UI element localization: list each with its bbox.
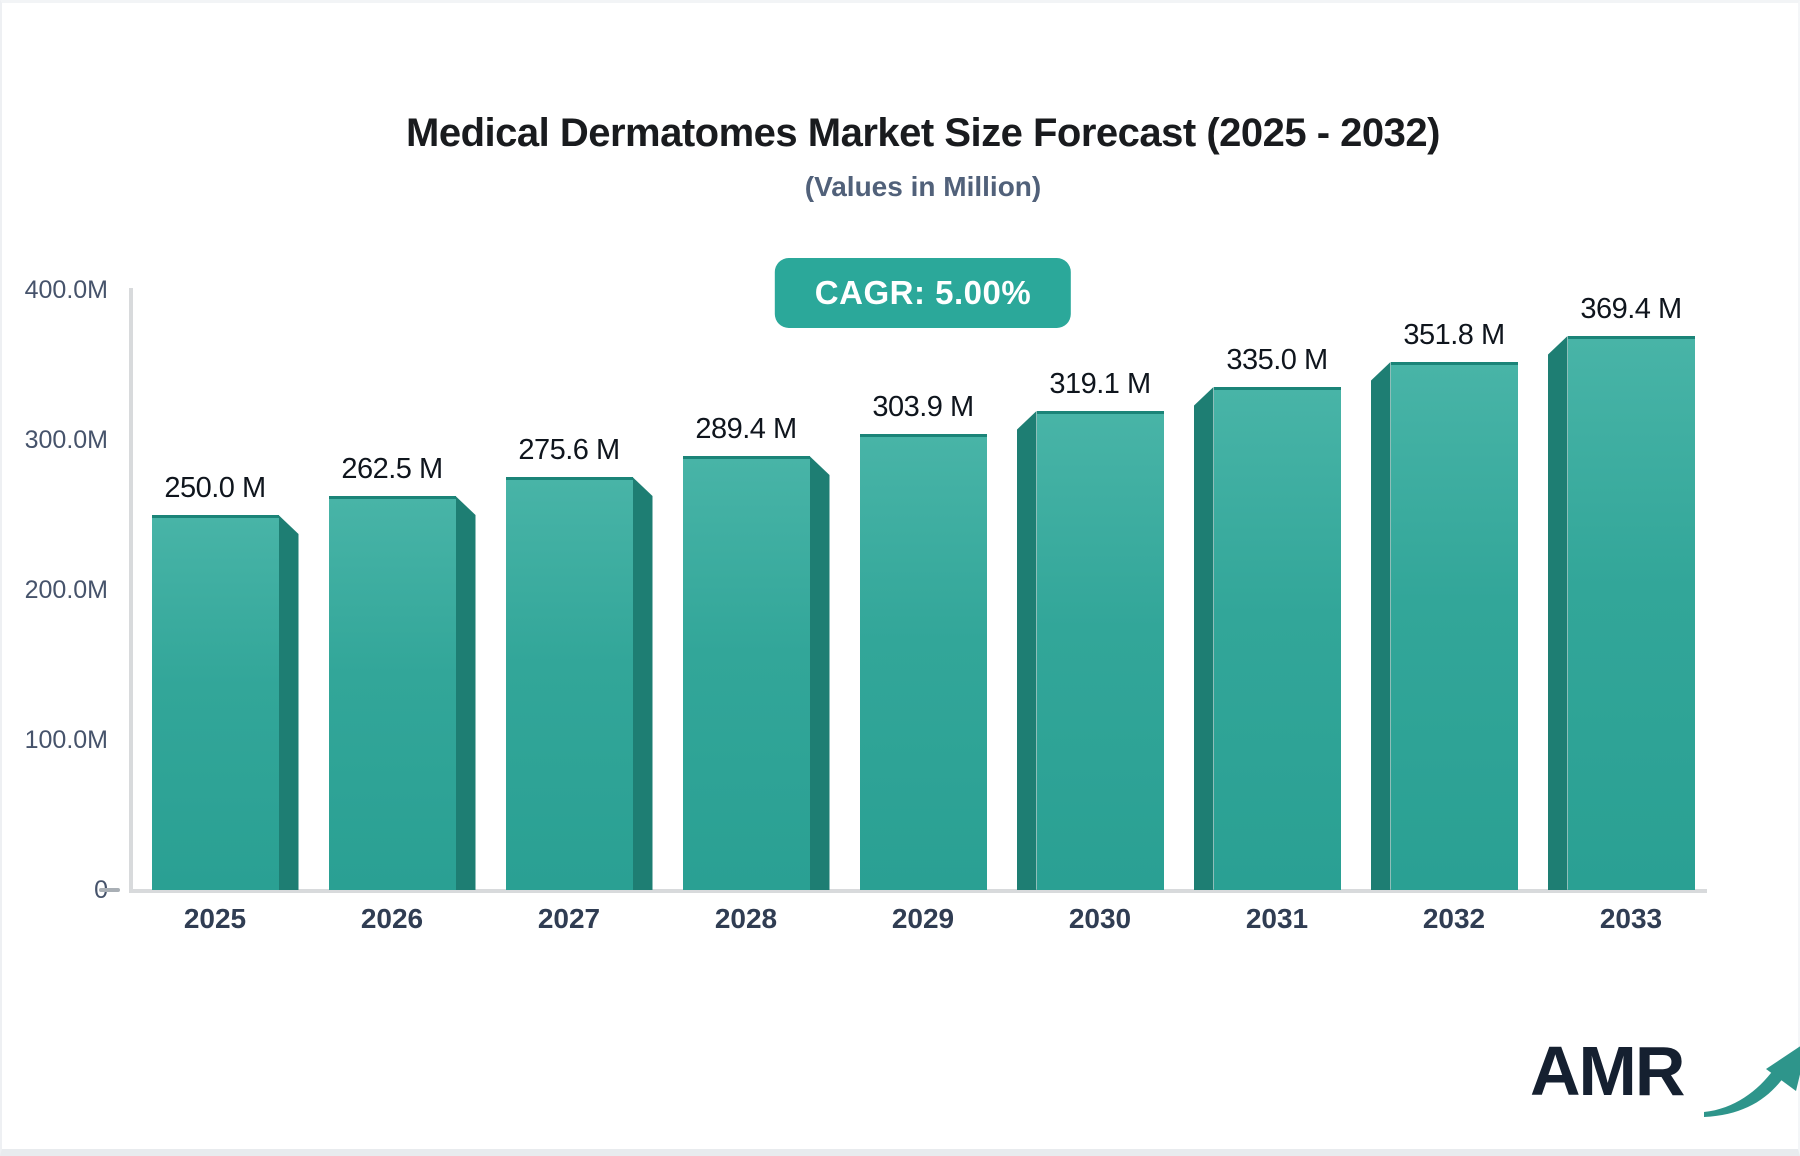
chart-title: Medical Dermatomes Market Size Forecast …: [406, 111, 1441, 155]
bar-body[interactable]: [682, 456, 810, 890]
bar-value-label: 275.6 M: [518, 434, 620, 466]
bar-body[interactable]: [1390, 362, 1518, 890]
bar-side-face: [809, 456, 830, 890]
bar-side-face: [1193, 387, 1214, 890]
chart-subtitle: (Values in Million): [804, 171, 1042, 202]
zero-tick-dash: [99, 888, 120, 892]
x-axis-line: [129, 889, 1707, 893]
bar-value-label: 262.5 M: [341, 453, 443, 485]
bar-2030[interactable]: [1016, 411, 1164, 890]
bar-2026[interactable]: [328, 496, 476, 890]
y-axis-tick-label: 100.0M: [24, 726, 108, 754]
bar-side-face: [278, 515, 299, 890]
bar-2033[interactable]: [1547, 336, 1695, 890]
x-axis-label-2025: 2025: [183, 903, 247, 934]
bar-value-label: 335.0 M: [1226, 344, 1328, 376]
bar-2031[interactable]: [1193, 387, 1341, 890]
growth-arrow-icon: [1704, 1046, 1800, 1117]
bar-side-face: [1016, 411, 1037, 890]
x-axis-label-2027: 2027: [537, 903, 601, 934]
x-axis-label-2026: 2026: [360, 903, 424, 934]
bar-value-label: 319.1 M: [1049, 368, 1151, 400]
bar-2032[interactable]: [1370, 362, 1518, 890]
x-axis-label-2029: 2029: [891, 903, 955, 934]
x-axis-label-2031: 2031: [1245, 903, 1309, 934]
bar-value-label: 369.4 M: [1580, 293, 1682, 325]
bar-body[interactable]: [1036, 411, 1164, 890]
amr-logo: AMR: [1530, 1031, 1800, 1131]
bar-value-label: 250.0 M: [164, 472, 266, 504]
y-axis-tick-label: 200.0M: [24, 576, 108, 604]
bar-2029[interactable]: [859, 434, 987, 890]
y-axis-tick-label: 0: [2, 875, 108, 905]
bar-side-face: [1370, 362, 1391, 890]
x-axis-label-2030: 2030: [1068, 903, 1132, 934]
y-axis-tick-label: 400.0M: [24, 276, 108, 304]
y-axis-tick-label: 300.0M: [24, 426, 108, 454]
bar-body[interactable]: [1567, 336, 1695, 890]
bar-value-label: 303.9 M: [872, 391, 974, 423]
bar-2028[interactable]: [682, 456, 830, 890]
x-axis-label-2033: 2033: [1599, 903, 1663, 934]
bar-2027[interactable]: [505, 477, 653, 890]
cagr-badge: CAGR: 5.00%: [774, 258, 1072, 328]
bar-side-face: [455, 496, 476, 890]
bar-body[interactable]: [859, 434, 987, 890]
bar-value-label: 351.8 M: [1403, 319, 1505, 351]
bar-2025[interactable]: [151, 515, 299, 890]
bar-body[interactable]: [328, 496, 456, 890]
x-axis-label-2032: 2032: [1422, 903, 1486, 934]
y-axis-line: [129, 288, 133, 892]
bar-side-face: [1547, 336, 1568, 890]
bar-body[interactable]: [1213, 387, 1341, 890]
bar-value-label: 289.4 M: [695, 413, 797, 445]
bar-body[interactable]: [151, 515, 279, 890]
bar-body[interactable]: [505, 477, 633, 890]
amr-logo-text: AMR: [1530, 1032, 1685, 1110]
bar-side-face: [632, 477, 653, 890]
x-axis-label-2028: 2028: [714, 903, 778, 934]
